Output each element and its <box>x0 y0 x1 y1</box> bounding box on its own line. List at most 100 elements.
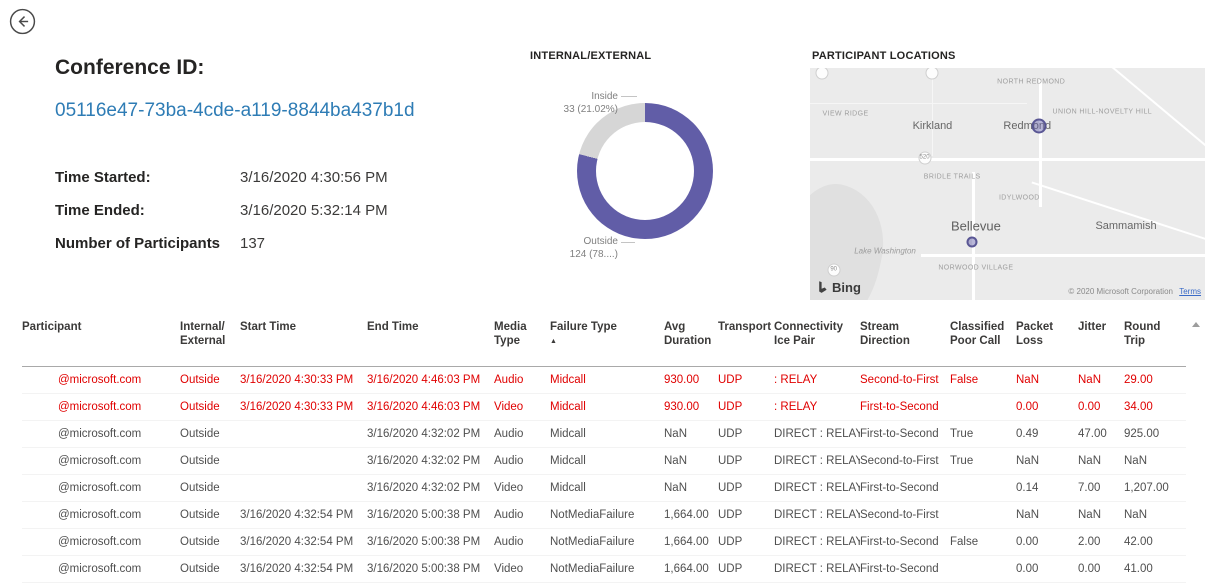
map-canvas[interactable]: Bing © 2020 Microsoft Corporation Terms … <box>810 68 1205 300</box>
scroll-up-icon[interactable] <box>1192 322 1200 327</box>
table-cell: DIRECT : RELAY <box>774 501 860 529</box>
road-shield-icon <box>925 68 939 80</box>
table-cell: NaN <box>1124 447 1186 475</box>
table-cell: 1,207.00 <box>1124 474 1186 502</box>
table-cell: First-to-Second <box>860 393 950 421</box>
map-copyright: © 2020 Microsoft Corporation <box>1068 287 1173 296</box>
table-cell: 2.00 <box>1078 528 1124 556</box>
donut-outside-name: Outside <box>583 236 618 247</box>
table-row[interactable]: @microsoft.com Outside 3/16/2020 4:32:02 P… <box>22 474 1186 502</box>
column-header-internal-external[interactable]: Internal/ External <box>180 316 240 367</box>
table-cell: NaN <box>1078 501 1124 529</box>
column-header-avg-duration[interactable]: Avg Duration <box>664 316 718 367</box>
table-cell: Midcall <box>550 393 664 421</box>
column-header-connectivity-ice-pair[interactable]: Connectivity Ice Pair <box>774 316 860 367</box>
table-cell: NaN <box>664 447 718 475</box>
table-cell: 29.00 <box>1124 366 1186 394</box>
internal-external-donut[interactable] <box>577 103 713 239</box>
column-header-start-time[interactable]: Start Time <box>240 316 367 367</box>
table-cell: 3/16/2020 4:30:33 PM <box>240 393 367 421</box>
table-cell: UDP <box>718 501 774 529</box>
table-cell: Video <box>494 555 550 583</box>
participant-location-dot[interactable] <box>966 236 978 248</box>
table-cell: UDP <box>718 555 774 583</box>
table-cell: First-to-Second <box>860 474 950 502</box>
time-ended-label: Time Ended: <box>55 202 145 219</box>
table-cell <box>950 474 1016 502</box>
table-cell: 930.00 <box>664 393 718 421</box>
participant-location-dot[interactable] <box>1031 118 1047 134</box>
donut-hole <box>596 122 694 220</box>
column-header-media-type[interactable]: Media Type <box>494 316 550 367</box>
table-cell: NotMediaFailure <box>550 501 664 529</box>
back-arrow-icon <box>9 8 36 35</box>
column-header-jitter[interactable]: Jitter <box>1078 316 1124 367</box>
map-label-view-ridge: VIEW RIDGE <box>822 110 869 118</box>
map-road <box>920 253 1205 257</box>
table-cell: NaN <box>1016 501 1078 529</box>
table-row[interactable]: @microsoft.com Outside 3/16/2020 4:32:54 P… <box>22 555 1186 583</box>
table-cell: @microsoft.com <box>22 528 180 556</box>
table-row[interactable]: @microsoft.com Outside 3/16/2020 4:32:02 P… <box>22 447 1186 475</box>
participants-table: Participant Internal/ External Start Time E… <box>22 316 1186 583</box>
table-cell: 3/16/2020 4:32:54 PM <box>240 528 367 556</box>
table-cell: 0.00 <box>1016 555 1078 583</box>
table-cell: 0.14 <box>1016 474 1078 502</box>
map-road <box>810 102 1028 104</box>
table-cell: 3/16/2020 4:32:02 PM <box>367 447 494 475</box>
sort-ascending-icon: ▲ <box>550 338 557 345</box>
table-row[interactable]: @microsoft.com Outside 3/16/2020 4:30:33 P… <box>22 393 1186 421</box>
back-button[interactable] <box>9 8 36 35</box>
table-row[interactable]: @microsoft.com Outside 3/16/2020 4:32:54 P… <box>22 501 1186 529</box>
table-cell: First-to-Second <box>860 528 950 556</box>
table-cell: Midcall <box>550 420 664 448</box>
conference-details: Time Started: 3/16/2020 4:30:56 PM Time … <box>55 168 475 254</box>
donut-leader-line <box>621 242 635 243</box>
table-cell: 34.00 <box>1124 393 1186 421</box>
table-cell: NaN <box>1016 447 1078 475</box>
table-cell: 0.00 <box>1078 555 1124 583</box>
column-header-end-time[interactable]: End Time <box>367 316 494 367</box>
column-header-stream-direction[interactable]: Stream Direction <box>860 316 950 367</box>
table-cell: 3/16/2020 4:32:54 PM <box>240 501 367 529</box>
donut-inside-name: Inside <box>591 91 618 102</box>
column-header-round-trip[interactable]: Round Trip <box>1124 316 1186 367</box>
column-header-transport[interactable]: Transport <box>718 316 774 367</box>
table-scrollbar[interactable] <box>1190 320 1202 582</box>
column-header-classified-poor-call[interactable]: Classified Poor Call <box>950 316 1016 367</box>
map-label-lake-washington: Lake Washington <box>854 246 916 256</box>
map-label-idylwood: IDYLWOOD <box>998 194 1040 202</box>
donut-inside-value: 33 (21.02%) <box>563 104 618 115</box>
table-row[interactable]: @microsoft.com Outside 3/16/2020 4:30:33 P… <box>22 366 1186 394</box>
table-cell: Second-to-First <box>860 447 950 475</box>
terms-link[interactable]: Terms <box>1179 287 1201 296</box>
table-row[interactable]: @microsoft.com Outside 3/16/2020 4:32:54 P… <box>22 528 1186 556</box>
table-cell: 3/16/2020 4:32:02 PM <box>367 474 494 502</box>
road-shield-icon: 520 <box>918 151 932 165</box>
table-cell: 0.49 <box>1016 420 1078 448</box>
table-cell: : RELAY <box>774 393 860 421</box>
table-cell: 3/16/2020 4:46:03 PM <box>367 393 494 421</box>
table-cell: Second-to-First <box>860 366 950 394</box>
map-road <box>1031 181 1205 245</box>
table-cell: 925.00 <box>1124 420 1186 448</box>
table-cell: @microsoft.com <box>22 393 180 421</box>
column-header-failure-type[interactable]: Failure Type ▲ <box>550 316 664 367</box>
bing-logo[interactable]: Bing <box>816 280 861 295</box>
table-cell: : RELAY <box>774 366 860 394</box>
table-cell: NaN <box>1124 501 1186 529</box>
table-cell: NaN <box>664 420 718 448</box>
table-cell: Audio <box>494 447 550 475</box>
table-cell: 3/16/2020 4:32:54 PM <box>240 555 367 583</box>
conference-id-label: Conference ID: <box>55 56 205 79</box>
table-cell: NaN <box>1078 366 1124 394</box>
table-cell: UDP <box>718 420 774 448</box>
table-row[interactable]: @microsoft.com Outside 3/16/2020 4:32:02 P… <box>22 420 1186 448</box>
map-attribution: © 2020 Microsoft Corporation Terms <box>1068 287 1201 296</box>
table-cell: 41.00 <box>1124 555 1186 583</box>
table-cell: True <box>950 447 1016 475</box>
column-header-participant[interactable]: Participant <box>22 316 180 367</box>
map-road <box>1039 79 1043 208</box>
column-header-packet-loss[interactable]: Packet Loss <box>1016 316 1078 367</box>
